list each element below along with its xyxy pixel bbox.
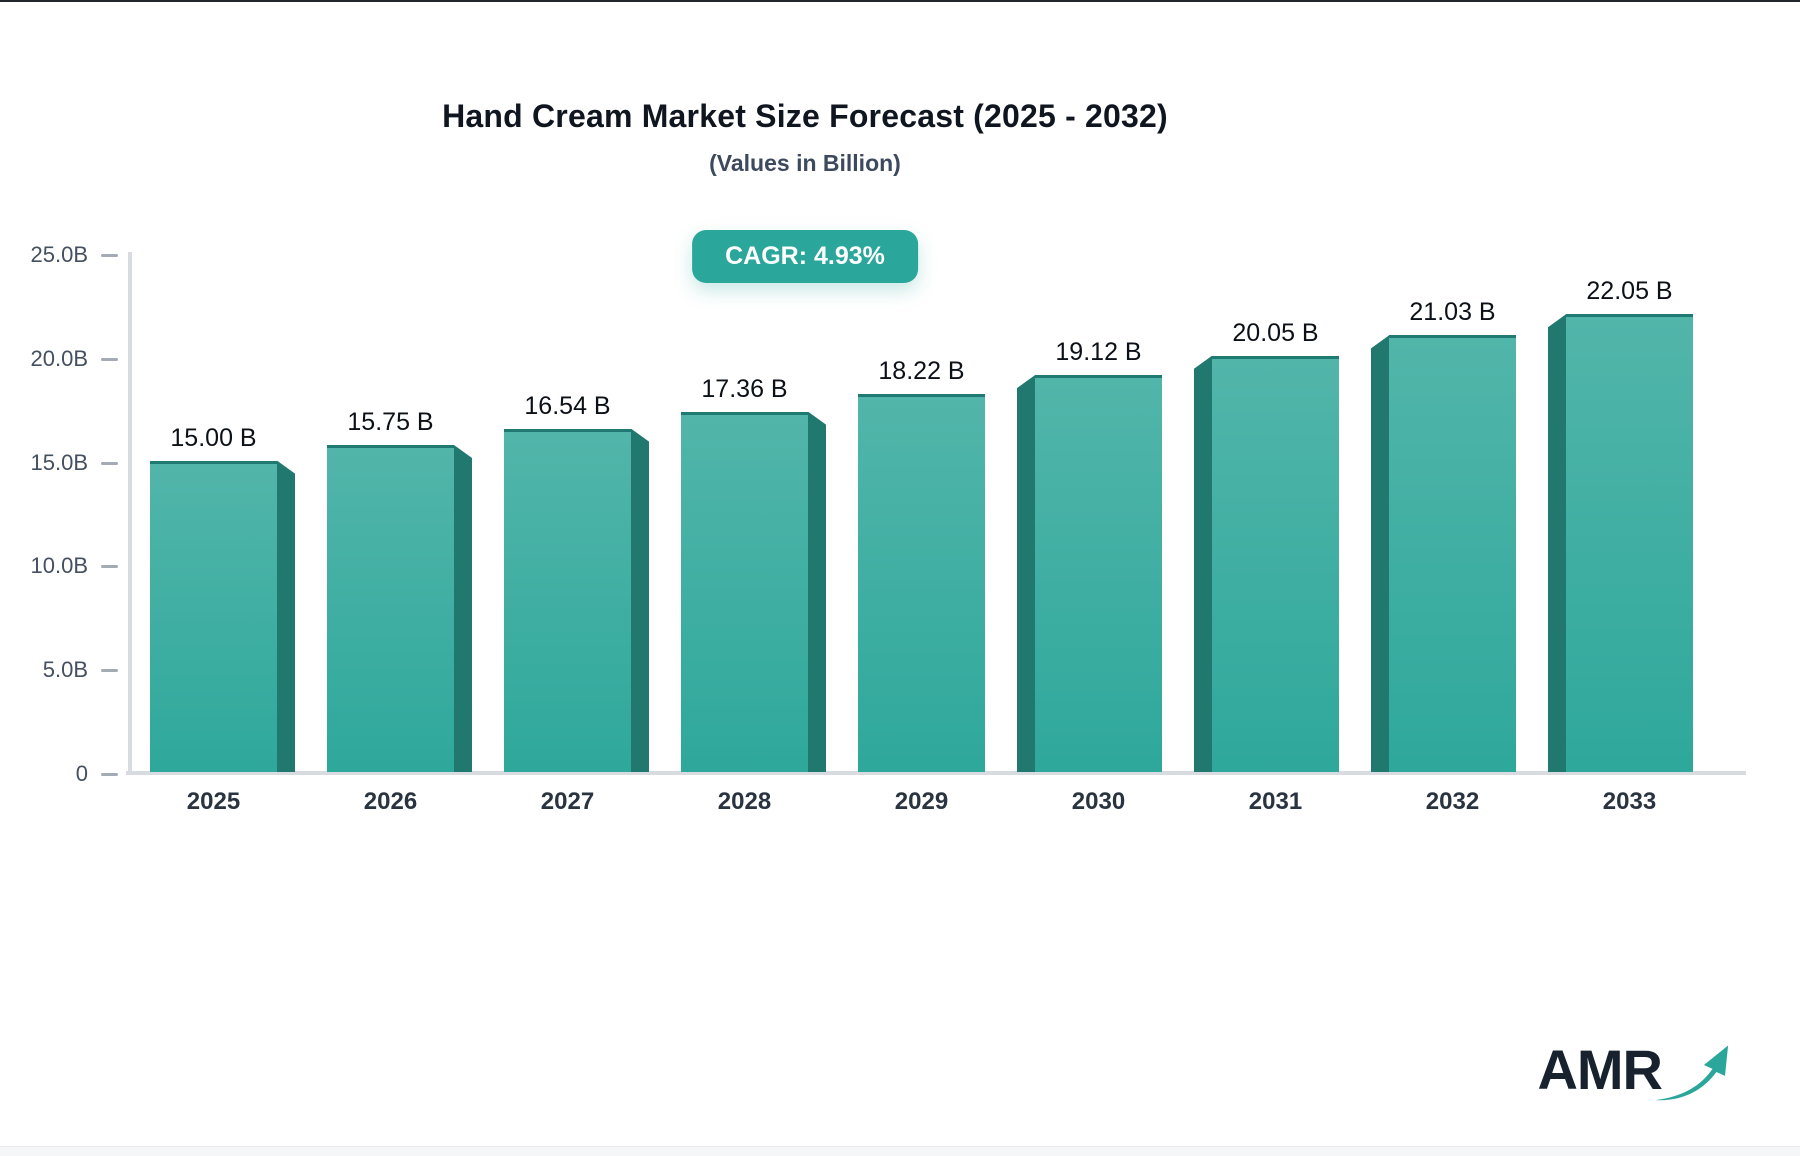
bar-face [327,445,454,772]
bar-face [1389,335,1516,772]
y-tick-mark [101,254,118,257]
bar-face [150,460,277,772]
bar-face [1566,314,1693,772]
bar-side-face [1017,375,1035,772]
bottom-strip [0,1146,1800,1156]
y-tick-label: 25.0B [30,242,89,267]
chart-subtitle: (Values in Billion) [709,150,901,176]
bar-value-label: 15.00 B [170,423,257,452]
y-tick-label: 0 [75,761,88,786]
x-tick-label: 2027 [540,788,595,815]
bar-side-face [277,460,295,772]
x-tick-label: 2030 [1071,788,1126,815]
bar-face [1035,375,1162,772]
x-tick-label: 2033 [1602,788,1657,815]
bar-value-label: 21.03 B [1409,298,1496,327]
bar-side-face [1194,355,1212,772]
bar-value-label: 20.05 B [1232,318,1319,347]
y-tick-label: 10.0B [30,553,89,579]
bar-side-face [1371,335,1389,772]
bar-value-label: 16.54 B [524,391,611,420]
x-axis-line [126,771,1746,775]
x-tick-label: 2032 [1425,788,1480,815]
x-tick-label: 2026 [363,788,418,815]
bar-face [858,393,985,772]
bar-face [681,411,808,772]
x-tick-label: 2031 [1248,788,1303,815]
x-tick-label: 2029 [894,788,949,815]
bar-side-face [454,445,472,772]
bar-value-label: 18.22 B [878,356,965,385]
bar-face [1212,355,1339,772]
cagr-badge: CAGR: 4.93% [692,230,918,283]
y-tick-mark [101,773,118,776]
bar-value-label: 15.75 B [347,408,434,437]
chart-title: Hand Cream Market Size Forecast (2025 - … [442,98,1168,134]
bar-value-label: 19.12 B [1055,338,1142,367]
y-tick-mark [101,461,118,465]
bar-side-face [1548,314,1566,772]
growth-arrow-icon [1655,1045,1729,1101]
y-tick-mark [101,357,118,361]
bar-value-label: 17.36 B [701,374,788,403]
y-tick-label: 20.0B [30,345,89,371]
y-tick-mark [101,669,118,673]
amr-logo-text: AMR [1537,1038,1663,1101]
bar-side-face [808,411,826,772]
bar-face [504,428,631,772]
y-tick-label: 5.0B [42,657,88,683]
x-tick-label: 2028 [717,788,772,815]
bar-side-face [631,428,649,772]
bar-value-label: 22.05 B [1586,277,1673,306]
amr-logo: AMR [1537,1038,1732,1104]
y-tick-mark [101,565,118,569]
y-axis-line [128,252,132,775]
y-tick-label: 15.0B [30,449,89,475]
x-tick-label: 2025 [186,788,241,815]
